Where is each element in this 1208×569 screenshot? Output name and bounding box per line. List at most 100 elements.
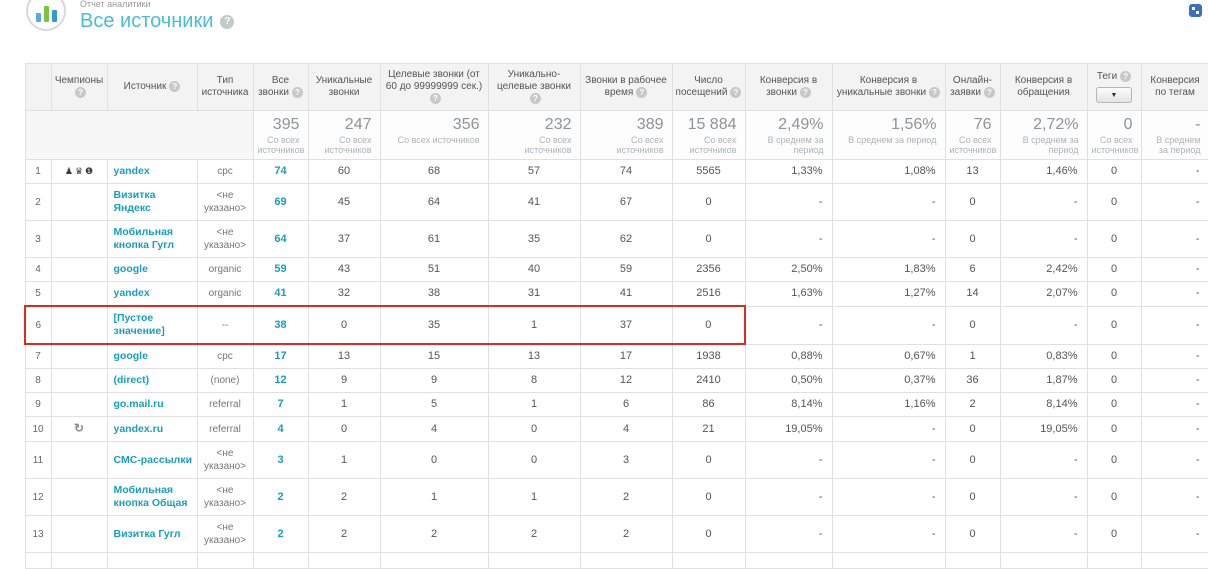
all-calls-link[interactable]: 69 — [274, 195, 287, 208]
all-calls-link[interactable]: 17 — [274, 350, 287, 363]
help-icon[interactable]: ? — [929, 87, 941, 98]
empty-cell — [196, 552, 254, 569]
source-link[interactable]: go.mail.ru — [113, 398, 164, 411]
source-link[interactable]: [Пустое значение] — [113, 312, 165, 338]
help-icon[interactable]: ? — [636, 87, 648, 98]
cell-all_calls: 38 — [252, 305, 309, 346]
help-icon[interactable]: ? — [75, 87, 86, 98]
cell-conv_tags: - — [1140, 416, 1208, 443]
col-header-target_calls: Целевые звонки (от 60 до 99999999 сек.)? — [379, 62, 489, 112]
table-row: 12 Мобильная кнопка Общая <не указано> 2 2 1 1… — [24, 478, 1208, 517]
help-icon[interactable]: ? — [730, 87, 742, 98]
cell-unique_target_calls: 1 — [487, 392, 581, 418]
help-icon[interactable]: ? — [983, 87, 995, 98]
cell-unique_target_calls: 31 — [487, 281, 581, 307]
all-calls-link[interactable]: 41 — [274, 287, 287, 300]
source-link[interactable]: (direct) — [113, 374, 150, 387]
summary-conv_leads: 2,72% В среднем за период — [999, 110, 1088, 161]
table-row: 7 google cpc 17 13 15 13 17 1938 0,88% 0,67% 1 0,83%… — [24, 343, 1208, 370]
col-header-visits: Число посещений? — [671, 62, 746, 112]
cell-tags: 0 — [1086, 515, 1142, 554]
cell-target_calls: 68 — [379, 159, 489, 185]
cell-online_leads: 2 — [944, 392, 1001, 418]
all-calls-link[interactable]: 2 — [277, 490, 284, 503]
champions-cell — [50, 220, 108, 259]
source-link[interactable]: СМС-рассылки — [113, 453, 193, 466]
cell-visits: 0 — [671, 441, 746, 480]
cell-target_calls: 5 — [379, 392, 489, 418]
cell-tags: 0 — [1086, 305, 1142, 345]
all-calls-link[interactable]: 38 — [274, 318, 287, 331]
help-icon[interactable]: ? — [220, 14, 235, 29]
cell-work_time_calls: 12 — [579, 368, 673, 394]
cell-unique_target_calls: 2 — [487, 515, 581, 554]
refresh-icon: ↻ — [73, 421, 85, 436]
all-calls-link[interactable]: 59 — [274, 263, 287, 276]
champions-cell — [50, 441, 108, 480]
champions-cell — [50, 368, 108, 394]
cell-all_calls: 41 — [252, 281, 309, 307]
col-label: Тип источника — [201, 75, 249, 99]
cell-conv_leads: - — [999, 478, 1088, 517]
summary-value: 356 — [452, 116, 480, 134]
source-link[interactable]: Визитка Яндекс — [113, 189, 156, 215]
source-link[interactable]: yandex — [113, 165, 150, 178]
champions-cell — [50, 183, 108, 222]
all-calls-link[interactable]: 7 — [277, 398, 284, 411]
tags-filter-button[interactable]: ▼ — [1096, 87, 1132, 104]
help-icon[interactable]: ? — [1120, 71, 1132, 82]
extension-icon[interactable] — [1189, 4, 1202, 17]
cell-all_calls: 69 — [252, 183, 309, 222]
cell-conv_unique_calls: 1,08% — [831, 159, 946, 185]
cell-all_calls: 74 — [252, 159, 309, 185]
col-header-unique_calls: Уникальные звонки — [307, 62, 381, 112]
source-link[interactable]: google — [113, 350, 148, 363]
cell-conv_unique_calls: - — [831, 416, 946, 443]
cell-unique_calls: 2 — [307, 515, 381, 554]
summary-note: В среднем за период — [1022, 135, 1079, 156]
cell-visits: 0 — [671, 220, 746, 259]
col-label: Все звонки — [258, 75, 290, 99]
source-type-cell: (none) — [196, 368, 254, 394]
cell-conv_leads: - — [999, 441, 1088, 480]
all-calls-link[interactable]: 2 — [277, 527, 284, 540]
empty-cell — [671, 552, 746, 569]
source-type-cell: <не указано> — [196, 515, 254, 554]
help-icon[interactable]: ? — [530, 93, 541, 104]
empty-cell — [1140, 552, 1208, 569]
all-calls-link[interactable]: 4 — [277, 422, 284, 435]
all-calls-link[interactable]: 12 — [274, 374, 287, 387]
summary-conv_unique_calls: 1,56% В среднем за период — [831, 110, 946, 161]
all-calls-link[interactable]: 74 — [274, 165, 287, 178]
col-label: Теги — [1096, 71, 1118, 83]
summary-note: В среднем за период — [848, 135, 937, 146]
cell-conv_leads: - — [999, 305, 1088, 345]
source-cell: go.mail.ru — [106, 392, 198, 418]
source-link[interactable]: Мобильная кнопка Общая — [113, 484, 188, 510]
help-icon[interactable]: ? — [430, 93, 441, 104]
all-calls-link[interactable]: 64 — [274, 232, 287, 245]
source-link[interactable]: Визитка Гугл — [113, 527, 181, 540]
table-row: 1 ♟ ♛ ❶ yandex cpc 74 60 68 57 74 5565 1,33% 1,08% 13 1… — [24, 159, 1208, 185]
empty-cell — [579, 552, 673, 569]
help-icon[interactable]: ? — [799, 87, 811, 98]
all-calls-link[interactable]: 3 — [277, 453, 284, 466]
cell-conv_tags: - — [1140, 257, 1208, 283]
col-label: Звонки в рабочее время — [585, 75, 667, 99]
source-link[interactable]: Мобильная кнопка Гугл — [113, 226, 175, 252]
champions-cell — [50, 305, 108, 346]
cell-work_time_calls: 2 — [579, 515, 673, 554]
help-icon[interactable]: ? — [169, 81, 181, 92]
source-link[interactable]: yandex.ru — [113, 422, 164, 435]
cell-online_leads: 14 — [944, 281, 1001, 307]
source-link[interactable]: yandex — [113, 287, 150, 300]
help-icon[interactable]: ? — [291, 87, 303, 98]
summary-value: 1,56% — [891, 116, 937, 134]
cell-target_calls: 4 — [379, 416, 489, 443]
source-link[interactable]: google — [113, 263, 148, 276]
cell-work_time_calls: 6 — [579, 392, 673, 418]
source-cell: (direct) — [106, 368, 198, 394]
cell-conv_leads: 8,14% — [999, 392, 1088, 418]
cell-conv_calls: 1,33% — [744, 159, 833, 185]
table-row: 6 [Пустое значение] -- 38 0 35 1 37 0- -0-0- — [24, 305, 1208, 346]
